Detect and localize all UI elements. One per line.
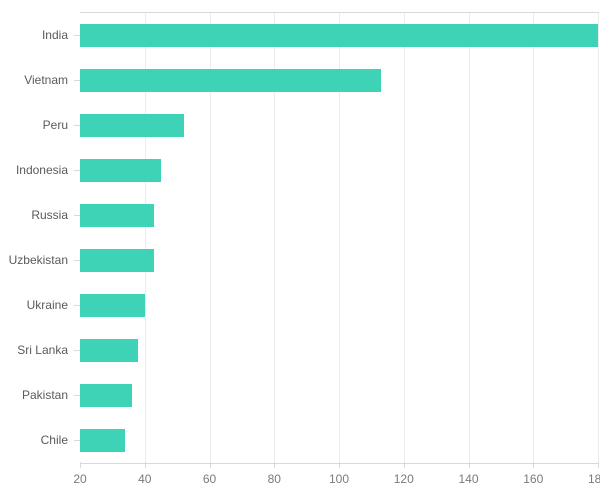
x-tick bbox=[145, 462, 146, 468]
y-axis-label: Vietnam bbox=[0, 73, 68, 87]
gridline bbox=[533, 13, 534, 463]
y-axis-label: Sri Lanka bbox=[0, 343, 68, 357]
y-tick bbox=[74, 260, 80, 261]
x-axis-label: 60 bbox=[203, 472, 216, 486]
x-tick bbox=[80, 462, 81, 468]
bar bbox=[80, 69, 381, 92]
x-tick bbox=[533, 462, 534, 468]
x-axis-label: 160 bbox=[523, 472, 543, 486]
y-tick bbox=[74, 395, 80, 396]
y-tick bbox=[74, 305, 80, 306]
y-axis-label: Ukraine bbox=[0, 298, 68, 312]
gridline bbox=[469, 13, 470, 463]
bar-chart: 20 40 60 80 100 120 140 160 180 India Vietnam Peru I… bbox=[0, 0, 600, 500]
bar bbox=[80, 249, 154, 272]
bar bbox=[80, 114, 184, 137]
y-tick bbox=[74, 80, 80, 81]
bar bbox=[80, 204, 154, 227]
x-tick bbox=[210, 462, 211, 468]
x-tick bbox=[598, 462, 599, 468]
x-axis-label: 120 bbox=[394, 472, 414, 486]
x-axis-label: 40 bbox=[138, 472, 151, 486]
bar bbox=[80, 294, 145, 317]
gridline bbox=[598, 13, 599, 463]
y-tick bbox=[74, 215, 80, 216]
x-tick bbox=[274, 462, 275, 468]
bar bbox=[80, 384, 132, 407]
x-axis-label: 180 bbox=[588, 472, 600, 486]
x-axis-label: 140 bbox=[458, 472, 478, 486]
x-axis-label: 80 bbox=[268, 472, 281, 486]
y-axis-label: Pakistan bbox=[0, 388, 68, 402]
y-axis-label: Uzbekistan bbox=[0, 253, 68, 267]
bar bbox=[80, 24, 598, 47]
bar bbox=[80, 339, 138, 362]
gridline bbox=[404, 13, 405, 463]
y-axis-label: Russia bbox=[0, 208, 68, 222]
y-tick bbox=[74, 350, 80, 351]
y-tick bbox=[74, 35, 80, 36]
x-tick bbox=[404, 462, 405, 468]
y-tick bbox=[74, 170, 80, 171]
x-tick bbox=[339, 462, 340, 468]
y-axis-label: Indonesia bbox=[0, 163, 68, 177]
x-axis-label: 100 bbox=[329, 472, 349, 486]
x-tick bbox=[469, 462, 470, 468]
y-tick bbox=[74, 125, 80, 126]
y-axis-label: India bbox=[0, 28, 68, 42]
plot-area bbox=[80, 12, 599, 464]
bar bbox=[80, 159, 161, 182]
x-axis-label: 20 bbox=[73, 472, 86, 486]
y-tick bbox=[74, 440, 80, 441]
y-axis-label: Chile bbox=[0, 433, 68, 447]
y-axis-label: Peru bbox=[0, 118, 68, 132]
bar bbox=[80, 429, 125, 452]
